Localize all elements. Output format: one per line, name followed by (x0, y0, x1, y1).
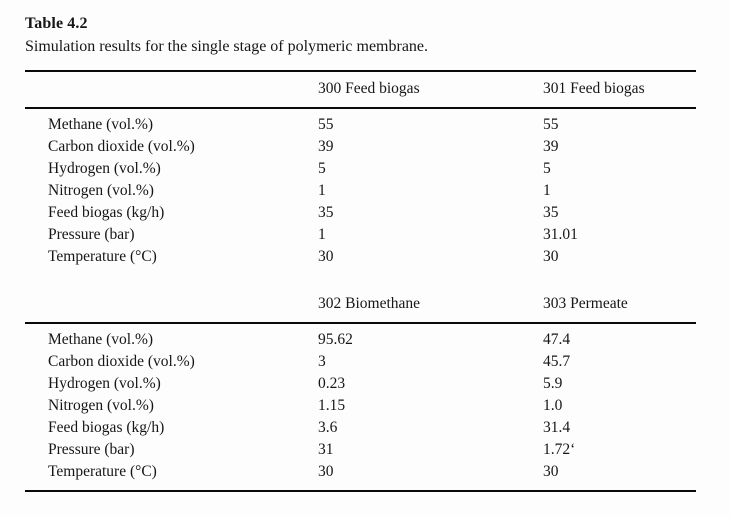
cell-value: 30 (543, 463, 559, 480)
row-label: Carbon dioxide (vol.%) (48, 353, 195, 370)
row-label: Feed biogas (kg/h) (48, 204, 165, 221)
table-bottom-rule (25, 490, 696, 492)
header-rule-section1 (25, 107, 696, 109)
table-row: Nitrogen (vol.%) 1 1 (25, 180, 696, 202)
cell-value: 47.4 (543, 331, 571, 348)
cell-value: 31.01 (543, 226, 578, 243)
cell-value: 35 (318, 204, 334, 221)
column-header-spacer (25, 78, 318, 100)
row-label: Nitrogen (vol.%) (48, 397, 154, 414)
cell-value: 1 (318, 226, 326, 243)
table-row: Carbon dioxide (vol.%) 3 45.7 (25, 351, 696, 373)
row-label: Feed biogas (kg/h) (48, 419, 165, 436)
column-header-303-permeate: 303 Permeate (543, 295, 628, 312)
cell-value: 31 (318, 441, 334, 458)
column-header-301-feed-biogas: 301 Feed biogas (543, 80, 645, 97)
table-top-rule (25, 70, 696, 72)
column-header-row-section1: 300 Feed biogas 301 Feed biogas (25, 72, 696, 107)
table-row: Feed biogas (kg/h) 3.6 31.4 (25, 417, 696, 439)
row-label: Pressure (bar) (48, 226, 135, 243)
table-row: Methane (vol.%) 95.62 47.4 (25, 329, 696, 351)
cell-value: 1.72‘ (543, 441, 576, 458)
row-label: Hydrogen (vol.%) (48, 160, 161, 177)
table-row: Temperature (°C) 30 30 (25, 461, 696, 483)
cell-value: 1 (318, 182, 326, 199)
table-number: Table 4.2 (25, 15, 88, 32)
row-label: Pressure (bar) (48, 441, 135, 458)
cell-value: 5 (543, 160, 551, 177)
column-header-spacer (25, 293, 318, 315)
cell-value: 31.4 (543, 419, 571, 436)
cell-value: 1.0 (543, 397, 563, 414)
table-row: Nitrogen (vol.%) 1.15 1.0 (25, 395, 696, 417)
cell-value: 95.62 (318, 331, 353, 348)
cell-value: 55 (543, 116, 559, 133)
table-row: Feed biogas (kg/h) 35 35 (25, 202, 696, 224)
row-label: Temperature (°C) (48, 248, 157, 265)
table-body-section1: Methane (vol.%) 55 55 Carbon dioxide (vo… (25, 109, 696, 275)
table-row: Hydrogen (vol.%) 0.23 5.9 (25, 373, 696, 395)
cell-value: 5 (318, 160, 326, 177)
cell-value: 3 (318, 353, 326, 370)
cell-value: 0.23 (318, 375, 346, 392)
cell-value: 5.9 (543, 375, 563, 392)
table-body-section2: Methane (vol.%) 95.62 47.4 Carbon dioxid… (25, 324, 696, 490)
cell-value: 30 (318, 248, 334, 265)
row-label: Nitrogen (vol.%) (48, 182, 154, 199)
cell-value: 30 (318, 463, 334, 480)
row-label: Methane (vol.%) (48, 116, 154, 133)
cell-value: 1.15 (318, 397, 346, 414)
cell-value: 39 (543, 138, 559, 155)
table-row: Pressure (bar) 31 1.72‘ (25, 439, 696, 461)
table-row: Methane (vol.%) 55 55 (25, 114, 696, 136)
cell-value: 30 (543, 248, 559, 265)
table-row: Pressure (bar) 1 31.01 (25, 224, 696, 246)
column-header-row-section2: 302 Biomethane 303 Permeate (25, 287, 696, 322)
cell-value: 45.7 (543, 353, 571, 370)
cell-value: 35 (543, 204, 559, 221)
cell-value: 1 (543, 182, 551, 199)
cell-value: 55 (318, 116, 334, 133)
data-table: 300 Feed biogas 301 Feed biogas Methane … (25, 70, 696, 492)
cell-value: 39 (318, 138, 334, 155)
column-header-300-feed-biogas: 300 Feed biogas (318, 80, 420, 97)
table-row: Temperature (°C) 30 30 (25, 246, 696, 268)
row-label: Temperature (°C) (48, 463, 157, 480)
column-header-302-biomethane: 302 Biomethane (318, 295, 421, 312)
row-label: Carbon dioxide (vol.%) (48, 138, 195, 155)
row-label: Methane (vol.%) (48, 331, 154, 348)
table-caption: Simulation results for the single stage … (25, 38, 429, 55)
header-rule-section2 (25, 322, 696, 324)
table-row: Hydrogen (vol.%) 5 5 (25, 158, 696, 180)
row-label: Hydrogen (vol.%) (48, 375, 161, 392)
cell-value: 3.6 (318, 419, 338, 436)
table-row: Carbon dioxide (vol.%) 39 39 (25, 136, 696, 158)
